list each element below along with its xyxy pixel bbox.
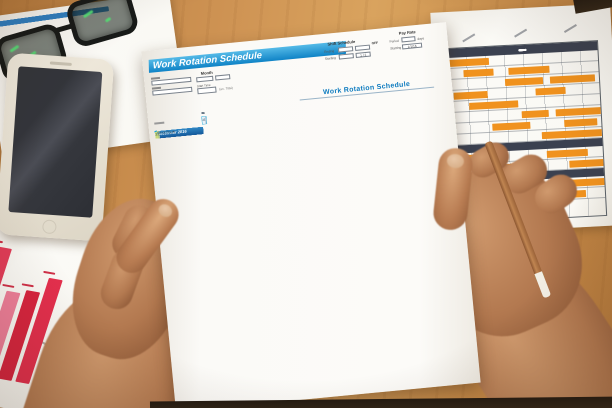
gantt-bar bbox=[468, 100, 518, 110]
chart-bar-label bbox=[0, 238, 4, 244]
gantt-bar bbox=[541, 129, 602, 139]
gantt-bar bbox=[521, 109, 549, 118]
smartphone bbox=[0, 52, 115, 242]
gantt-bar bbox=[492, 121, 531, 131]
month-box bbox=[215, 74, 231, 81]
gantt-header-tick bbox=[518, 48, 527, 51]
shift-half-box: 1 / 2 bbox=[355, 51, 371, 58]
off-label: OFF bbox=[371, 40, 379, 46]
chart-bar-label bbox=[2, 283, 15, 288]
eyeglasses-right-lens bbox=[64, 0, 141, 49]
gantt-bar bbox=[535, 86, 566, 95]
right-thumb-nail bbox=[446, 153, 465, 169]
day-cell: 31 bbox=[201, 116, 207, 124]
gantt-bar bbox=[550, 74, 596, 84]
gantt-bar bbox=[453, 91, 488, 100]
work-rotation-schedule-document: Work Rotation Schedule Month Start Time … bbox=[141, 22, 481, 408]
start-time-hint: (ex. 7/8a) bbox=[219, 85, 233, 92]
pay-starting-box: 1/1/16 bbox=[401, 42, 423, 49]
gantt-bar bbox=[508, 65, 550, 75]
days-suffix: days bbox=[417, 36, 425, 41]
left-thumb-nail bbox=[156, 201, 175, 220]
gantt-bar bbox=[447, 57, 490, 67]
chart-bar-label bbox=[43, 270, 56, 275]
start-time-box bbox=[197, 86, 217, 94]
period-label: Period bbox=[389, 38, 399, 44]
phone-screen bbox=[8, 66, 103, 218]
lens-glint bbox=[82, 9, 94, 19]
gantt-bar bbox=[546, 148, 588, 158]
chart-bar-label bbox=[21, 282, 34, 288]
shift-box bbox=[338, 53, 354, 60]
lens-glint bbox=[9, 44, 20, 53]
shift-box bbox=[337, 46, 354, 53]
pay-rate-label: Pay Rate bbox=[398, 29, 416, 36]
gantt-bar bbox=[555, 107, 601, 116]
shift-starting-label: Starting bbox=[324, 55, 337, 61]
period-box bbox=[401, 36, 416, 43]
legend-dash bbox=[154, 121, 165, 125]
gantt-axis-label bbox=[514, 28, 527, 38]
gantt-bar bbox=[463, 68, 494, 77]
pay-starting-label: Starting bbox=[390, 45, 402, 51]
gantt-axis-label bbox=[462, 33, 476, 42]
gantt-bar bbox=[563, 118, 598, 127]
gantt-bar bbox=[569, 159, 604, 168]
phone-home-button bbox=[41, 219, 57, 235]
gantt-axis-label bbox=[563, 24, 577, 33]
month-box bbox=[196, 75, 214, 83]
phone-speaker bbox=[49, 61, 72, 66]
shift-box bbox=[354, 44, 371, 51]
lens-glint bbox=[104, 16, 112, 23]
gantt-bar bbox=[505, 77, 543, 86]
weekday-cell: Sa bbox=[201, 111, 205, 116]
